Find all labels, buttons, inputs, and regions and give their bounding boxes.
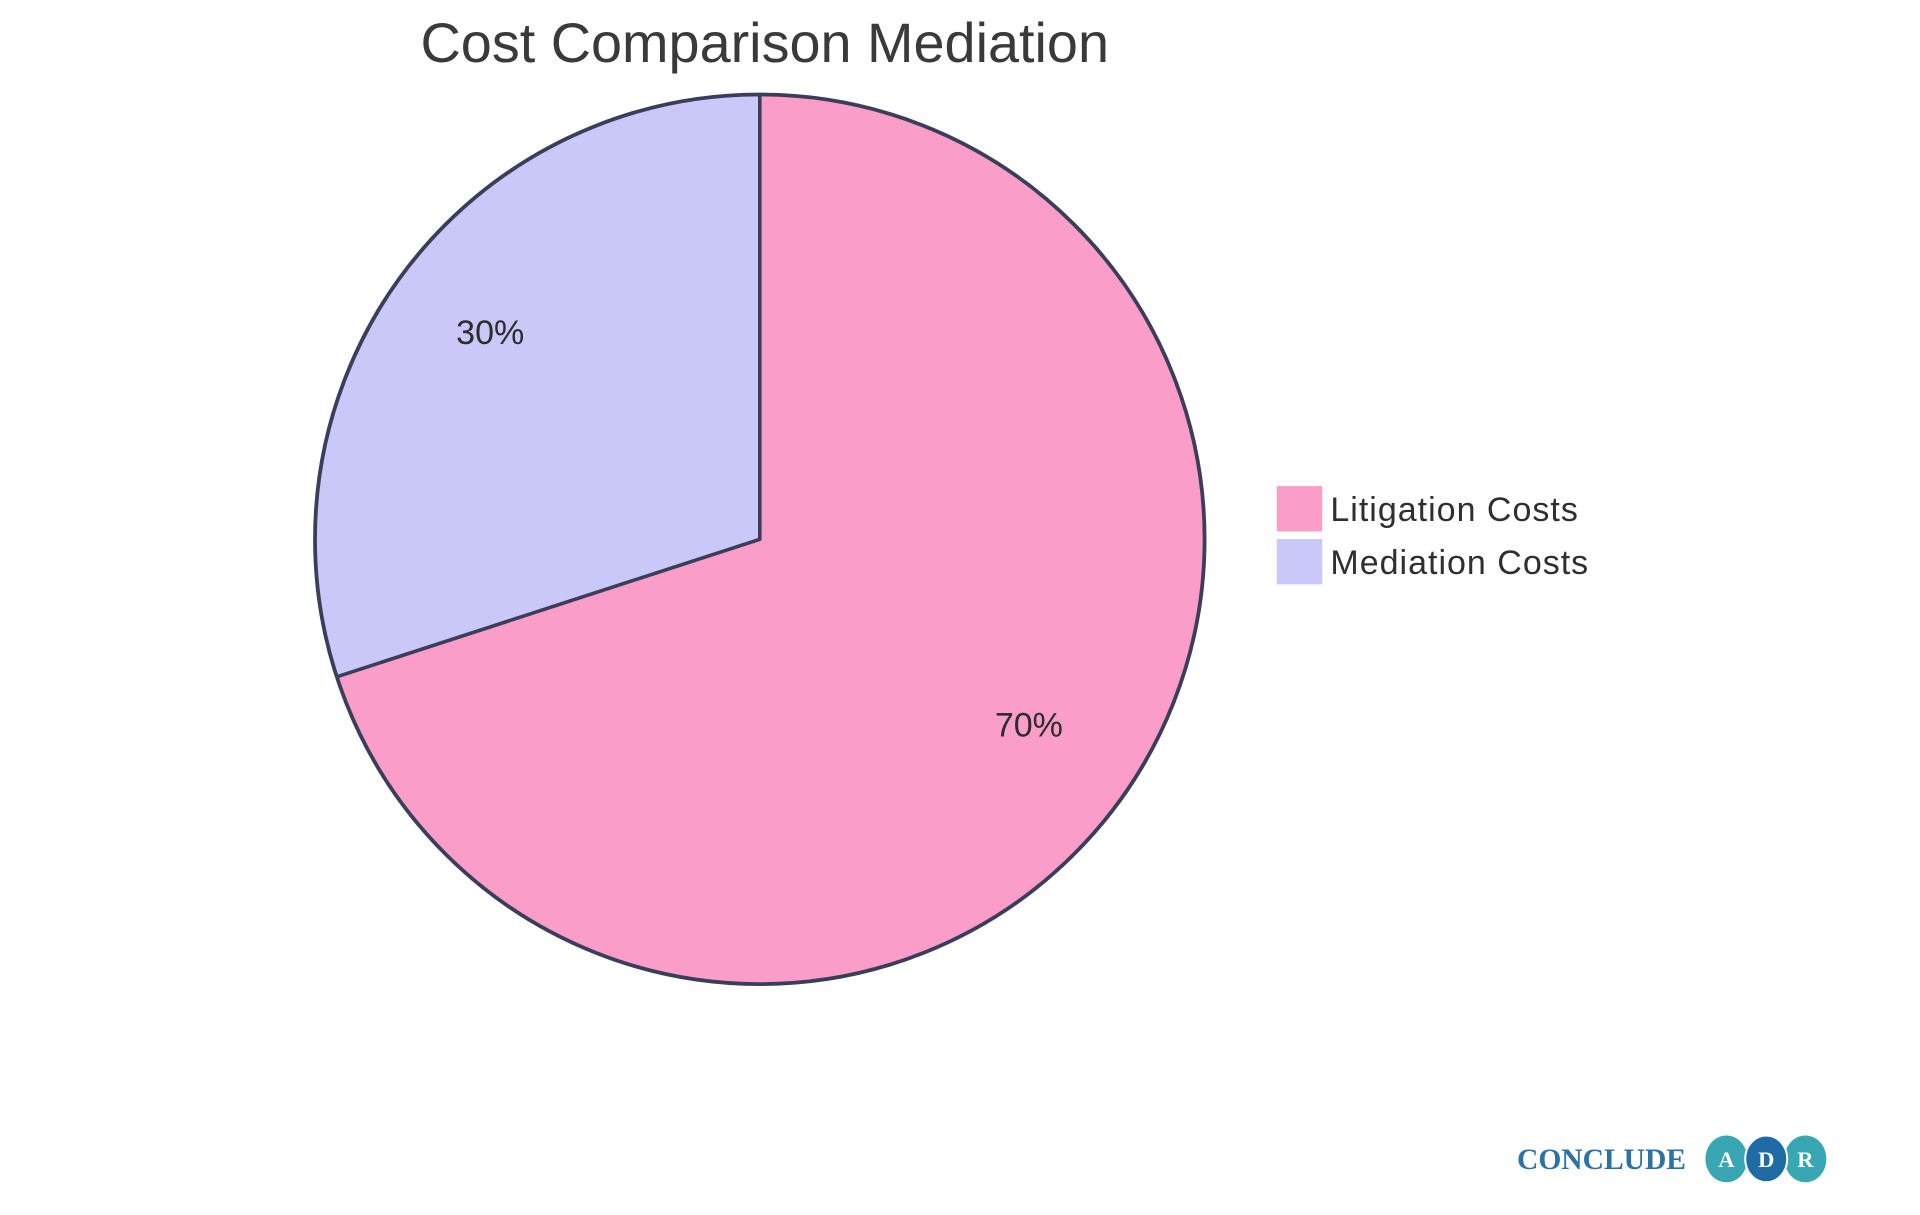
svg-text:D: D <box>1758 1147 1774 1172</box>
svg-text:70%: 70% <box>995 706 1063 744</box>
svg-text:A: A <box>1718 1147 1735 1172</box>
svg-text:Cost Comparison Mediation: Cost Comparison Mediation <box>421 11 1109 74</box>
svg-text:CONCLUDE: CONCLUDE <box>1517 1143 1686 1176</box>
svg-text:R: R <box>1797 1147 1814 1172</box>
svg-text:30%: 30% <box>456 314 524 352</box>
svg-text:Litigation Costs: Litigation Costs <box>1330 491 1578 529</box>
svg-text:Mediation Costs: Mediation Costs <box>1330 544 1589 582</box>
